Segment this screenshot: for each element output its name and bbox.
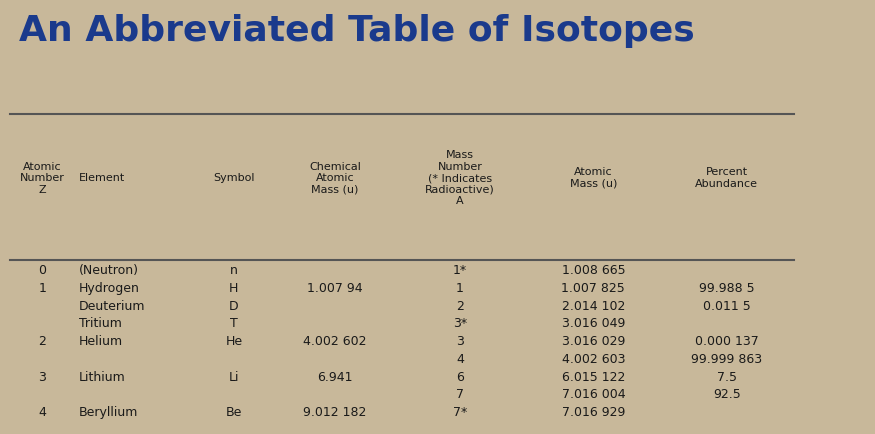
Text: 2: 2 — [38, 335, 46, 348]
Text: Chemical
Atomic
Mass (u): Chemical Atomic Mass (u) — [309, 161, 361, 195]
Text: 3: 3 — [456, 335, 464, 348]
Text: 6.015 122: 6.015 122 — [562, 371, 625, 384]
Text: 3.016 029: 3.016 029 — [562, 335, 625, 348]
Text: H: H — [229, 282, 239, 295]
Text: 6.941: 6.941 — [318, 371, 353, 384]
Text: Atomic
Number
Z: Atomic Number Z — [20, 161, 65, 195]
Text: 0.011 5: 0.011 5 — [703, 300, 751, 313]
Text: Percent
Abundance: Percent Abundance — [696, 168, 759, 189]
Text: 1: 1 — [456, 282, 464, 295]
Text: (Neutron): (Neutron) — [79, 264, 139, 277]
Text: 7.5: 7.5 — [717, 371, 737, 384]
Text: 3: 3 — [38, 371, 46, 384]
Text: Deuterium: Deuterium — [79, 300, 145, 313]
Text: 7.016 004: 7.016 004 — [562, 388, 625, 401]
Text: 2.014 102: 2.014 102 — [562, 300, 625, 313]
Text: Be: Be — [226, 406, 242, 419]
Text: 6: 6 — [456, 371, 464, 384]
Text: 0.000 137: 0.000 137 — [695, 335, 759, 348]
Text: Tritium: Tritium — [79, 317, 122, 330]
Text: 7.016 929: 7.016 929 — [562, 406, 625, 419]
Text: 4.002 602: 4.002 602 — [304, 335, 367, 348]
Text: 2: 2 — [456, 300, 464, 313]
Text: Element: Element — [79, 173, 125, 183]
Text: 1*: 1* — [453, 264, 467, 277]
Text: 1.007 94: 1.007 94 — [307, 282, 363, 295]
Text: Mass
Number
(* Indicates
Radioactive)
A: Mass Number (* Indicates Radioactive) A — [425, 150, 494, 207]
Text: 7*: 7* — [452, 406, 467, 419]
Text: 0: 0 — [38, 264, 46, 277]
Text: n: n — [230, 264, 238, 277]
Text: T: T — [230, 317, 238, 330]
Text: 4.002 603: 4.002 603 — [562, 353, 625, 366]
Text: 3*: 3* — [453, 317, 467, 330]
Text: Beryllium: Beryllium — [79, 406, 138, 419]
Text: 4: 4 — [38, 406, 46, 419]
Text: He: He — [225, 335, 242, 348]
Text: An Abbreviated Table of Isotopes: An Abbreviated Table of Isotopes — [18, 14, 695, 48]
Text: 1: 1 — [38, 282, 46, 295]
Text: 1.008 665: 1.008 665 — [562, 264, 625, 277]
Text: Helium: Helium — [79, 335, 123, 348]
Text: Hydrogen: Hydrogen — [79, 282, 140, 295]
Text: 3.016 049: 3.016 049 — [562, 317, 625, 330]
Text: Symbol: Symbol — [214, 173, 255, 183]
Text: Atomic
Mass (u): Atomic Mass (u) — [570, 168, 617, 189]
Text: 9.012 182: 9.012 182 — [304, 406, 367, 419]
Text: 7: 7 — [456, 388, 464, 401]
Text: 1.007 825: 1.007 825 — [562, 282, 626, 295]
Text: 92.5: 92.5 — [713, 388, 740, 401]
Text: 99.999 863: 99.999 863 — [691, 353, 762, 366]
Text: 99.988 5: 99.988 5 — [699, 282, 754, 295]
Text: Li: Li — [228, 371, 239, 384]
Text: D: D — [229, 300, 239, 313]
Text: Lithium: Lithium — [79, 371, 126, 384]
Text: 4: 4 — [456, 353, 464, 366]
